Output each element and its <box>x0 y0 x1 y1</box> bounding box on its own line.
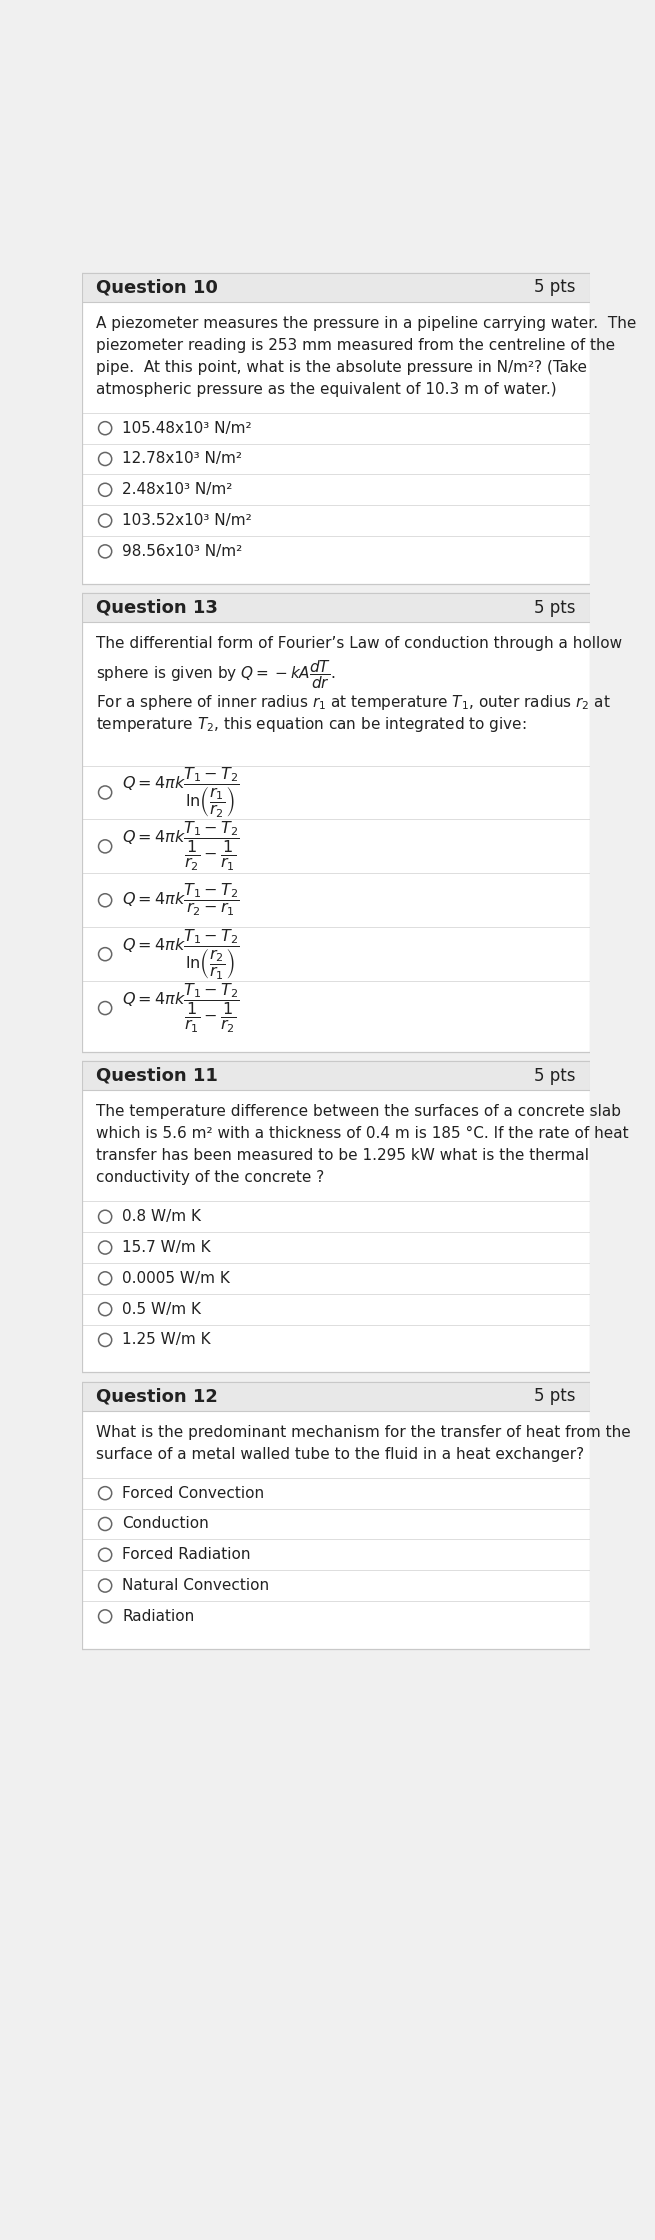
Text: $Q = 4\pi k\dfrac{T_1-T_2}{\dfrac{1}{r_1}-\dfrac{1}{r_2}}$: $Q = 4\pi k\dfrac{T_1-T_2}{\dfrac{1}{r_1… <box>122 981 240 1035</box>
FancyBboxPatch shape <box>82 273 590 585</box>
Text: temperature $T_2$, this equation can be integrated to give:: temperature $T_2$, this equation can be … <box>96 715 527 735</box>
Text: Question 10: Question 10 <box>96 278 217 296</box>
Text: 98.56x10³ N/m²: 98.56x10³ N/m² <box>122 544 242 560</box>
Text: 5 pts: 5 pts <box>534 1066 576 1084</box>
Text: sphere is given by $Q = -kA\dfrac{dT}{dr}$.: sphere is given by $Q = -kA\dfrac{dT}{dr… <box>96 659 335 690</box>
FancyBboxPatch shape <box>82 1062 590 1373</box>
Text: 2.48x10³ N/m²: 2.48x10³ N/m² <box>122 482 233 497</box>
Text: $Q = 4\pi k\dfrac{T_1-T_2}{\ln\!\left(\dfrac{r_2}{r_1}\right)}$: $Q = 4\pi k\dfrac{T_1-T_2}{\ln\!\left(\d… <box>122 927 240 981</box>
Text: Conduction: Conduction <box>122 1516 209 1532</box>
Text: Question 12: Question 12 <box>96 1387 217 1404</box>
Text: The temperature difference between the surfaces of a concrete slab: The temperature difference between the s… <box>96 1104 621 1120</box>
Text: 103.52x10³ N/m²: 103.52x10³ N/m² <box>122 513 252 529</box>
Text: transfer has been measured to be 1.295 kW what is the thermal: transfer has been measured to be 1.295 k… <box>96 1149 589 1163</box>
Text: For a sphere of inner radius $r_1$ at temperature $T_1$, outer radius $r_2$ at: For a sphere of inner radius $r_1$ at te… <box>96 692 610 712</box>
Text: piezometer reading is 253 mm measured from the centreline of the: piezometer reading is 253 mm measured fr… <box>96 338 615 352</box>
Text: 15.7 W/m K: 15.7 W/m K <box>122 1241 211 1254</box>
Text: Forced Radiation: Forced Radiation <box>122 1548 251 1561</box>
Text: $Q = 4\pi k\dfrac{T_1-T_2}{r_2-r_1}$: $Q = 4\pi k\dfrac{T_1-T_2}{r_2-r_1}$ <box>122 883 240 918</box>
Text: surface of a metal walled tube to the fluid in a heat exchanger?: surface of a metal walled tube to the fl… <box>96 1447 584 1460</box>
Text: What is the predominant mechanism for the transfer of heat from the: What is the predominant mechanism for th… <box>96 1425 631 1440</box>
FancyBboxPatch shape <box>82 1382 590 1411</box>
Text: conductivity of the concrete ?: conductivity of the concrete ? <box>96 1169 324 1185</box>
FancyBboxPatch shape <box>82 1062 590 1091</box>
FancyBboxPatch shape <box>82 594 590 1053</box>
Text: $Q = 4\pi k\dfrac{T_1-T_2}{\ln\!\left(\dfrac{r_1}{r_2}\right)}$: $Q = 4\pi k\dfrac{T_1-T_2}{\ln\!\left(\d… <box>122 766 240 820</box>
Text: Question 11: Question 11 <box>96 1066 217 1084</box>
FancyBboxPatch shape <box>82 273 590 302</box>
Text: Radiation: Radiation <box>122 1608 195 1624</box>
Text: 12.78x10³ N/m²: 12.78x10³ N/m² <box>122 452 242 466</box>
Text: 0.8 W/m K: 0.8 W/m K <box>122 1210 201 1225</box>
Text: 0.0005 W/m K: 0.0005 W/m K <box>122 1270 230 1286</box>
Text: pipe.  At this point, what is the absolute pressure in N/m²? (Take: pipe. At this point, what is the absolut… <box>96 361 587 374</box>
Text: Forced Convection: Forced Convection <box>122 1485 265 1501</box>
Text: atmospheric pressure as the equivalent of 10.3 m of water.): atmospheric pressure as the equivalent o… <box>96 381 557 396</box>
Text: Natural Convection: Natural Convection <box>122 1577 269 1593</box>
FancyBboxPatch shape <box>82 594 590 623</box>
Text: A piezometer measures the pressure in a pipeline carrying water.  The: A piezometer measures the pressure in a … <box>96 316 636 332</box>
Text: 5 pts: 5 pts <box>534 1387 576 1404</box>
Text: 105.48x10³ N/m²: 105.48x10³ N/m² <box>122 421 252 437</box>
Text: which is 5.6 m² with a thickness of 0.4 m is 185 °C. If the rate of heat: which is 5.6 m² with a thickness of 0.4 … <box>96 1127 628 1140</box>
Text: 1.25 W/m K: 1.25 W/m K <box>122 1333 211 1348</box>
Text: 5 pts: 5 pts <box>534 278 576 296</box>
Text: The differential form of Fourier’s Law of conduction through a hollow: The differential form of Fourier’s Law o… <box>96 636 622 652</box>
FancyBboxPatch shape <box>82 1382 590 1649</box>
Text: $Q = 4\pi k\dfrac{T_1-T_2}{\dfrac{1}{r_2}-\dfrac{1}{r_1}}$: $Q = 4\pi k\dfrac{T_1-T_2}{\dfrac{1}{r_2… <box>122 820 240 874</box>
Text: 5 pts: 5 pts <box>534 598 576 616</box>
Text: Question 13: Question 13 <box>96 598 217 616</box>
Text: 0.5 W/m K: 0.5 W/m K <box>122 1301 201 1317</box>
